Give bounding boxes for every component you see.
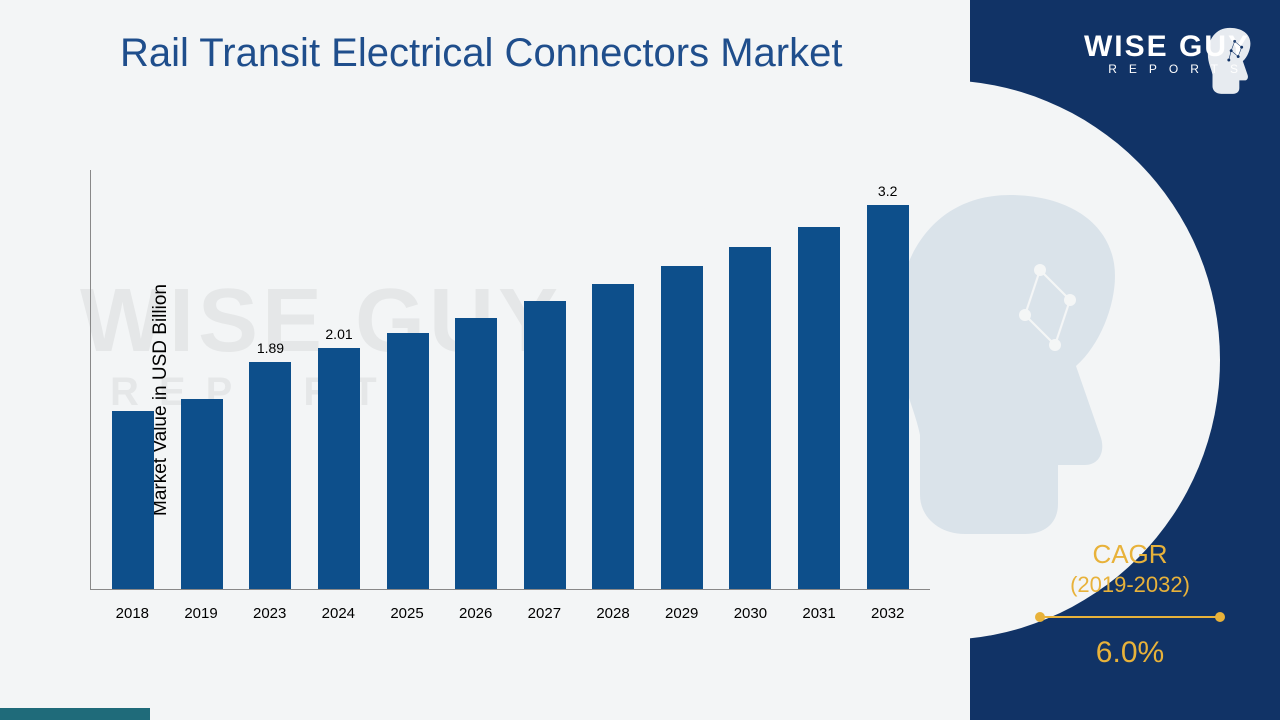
logo-head-icon xyxy=(1200,25,1260,95)
bar xyxy=(661,266,703,589)
x-axis-labels: 2018201920232024202520262027202820292030… xyxy=(90,605,930,622)
x-tick-label: 2029 xyxy=(647,605,716,622)
bar-slot xyxy=(785,227,854,589)
bar-slot xyxy=(99,411,168,589)
bar-slot xyxy=(442,318,511,589)
x-tick-label: 2018 xyxy=(98,605,167,622)
bar xyxy=(387,333,429,589)
cagr-range: (2019-2032) xyxy=(1020,572,1240,598)
bar-slot: 2.01 xyxy=(305,326,374,589)
bar xyxy=(729,247,771,589)
x-tick-label: 2031 xyxy=(785,605,854,622)
x-tick-label: 2026 xyxy=(441,605,510,622)
bar-value-label: 2.01 xyxy=(325,326,352,342)
bar xyxy=(112,411,154,589)
cagr-divider xyxy=(1040,616,1220,618)
bar-value-label: 3.2 xyxy=(878,183,897,199)
bar-slot xyxy=(579,284,648,589)
bar-slot xyxy=(168,399,237,589)
bar-slot xyxy=(648,266,717,589)
x-tick-label: 2032 xyxy=(853,605,922,622)
bar-chart: Market Value in USD Billion 1.892.013.2 … xyxy=(60,170,930,630)
bar-slot: 3.2 xyxy=(853,183,922,589)
bar xyxy=(181,399,223,589)
bar xyxy=(455,318,497,589)
x-tick-label: 2019 xyxy=(167,605,236,622)
brand-logo: WISE GUY REPORTS xyxy=(1084,30,1250,76)
bar xyxy=(592,284,634,589)
bar-slot xyxy=(716,247,785,589)
bar xyxy=(867,205,909,589)
x-tick-label: 2025 xyxy=(373,605,442,622)
plot-area: 1.89 2.01 3.2 xyxy=(90,170,930,590)
bottom-accent-bar xyxy=(0,708,150,720)
x-tick-label: 2024 xyxy=(304,605,373,622)
bar-slot xyxy=(510,301,579,589)
bar xyxy=(318,348,360,589)
x-tick-label: 2027 xyxy=(510,605,579,622)
x-tick-label: 2030 xyxy=(716,605,785,622)
bar xyxy=(798,227,840,589)
bar xyxy=(524,301,566,589)
bar-value-label: 1.89 xyxy=(257,340,284,356)
bar-slot xyxy=(373,333,442,589)
x-tick-label: 2023 xyxy=(235,605,304,622)
cagr-title: CAGR xyxy=(1020,539,1240,570)
x-tick-label: 2028 xyxy=(579,605,648,622)
bar-slot: 1.89 xyxy=(236,340,305,589)
cagr-value: 6.0% xyxy=(1020,636,1240,670)
bar xyxy=(249,362,291,589)
chart-title: Rail Transit Electrical Connectors Marke… xyxy=(120,30,842,76)
bars-row: 1.89 2.01 3.2 xyxy=(91,170,930,589)
cagr-block: CAGR (2019-2032) 6.0% xyxy=(1020,539,1240,670)
